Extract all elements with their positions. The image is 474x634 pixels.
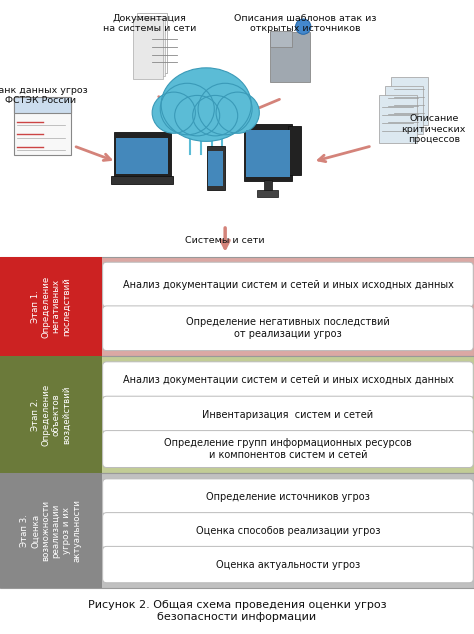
Ellipse shape (152, 92, 195, 133)
Bar (385, 86, 423, 134)
Bar (0, 0, 474, 257)
Text: Инвентаризация  систем и сетей: Инвентаризация систем и сетей (202, 410, 374, 420)
Bar (116, 138, 168, 174)
Text: Описания шаблонов атак из
открытых источников: Описания шаблонов атак из открытых источ… (235, 14, 377, 34)
Text: Оценка актуальности угроз: Оценка актуальности угроз (216, 560, 360, 569)
Bar (208, 151, 223, 186)
Text: Этап 3.
Оценка
возможности
реализации
угроз и их
актуальности: Этап 3. Оценка возможности реализации уг… (20, 500, 82, 562)
Bar (379, 95, 417, 143)
Ellipse shape (296, 19, 311, 34)
Bar (244, 124, 292, 181)
Ellipse shape (198, 83, 252, 135)
Bar (207, 146, 225, 190)
Text: Этап 1.
Определение
негативных
последствий: Этап 1. Определение негативных последств… (31, 275, 71, 337)
FancyBboxPatch shape (103, 547, 473, 583)
Text: Оценка способов реализации угроз: Оценка способов реализации угроз (196, 526, 380, 536)
Bar (391, 77, 428, 125)
Text: Анализ документации систем и сетей и иных исходных данных: Анализ документации систем и сетей и ины… (122, 375, 454, 385)
Text: Документация
на системы и сети: Документация на системы и сети (103, 14, 196, 34)
Text: Описание
критических
процессов: Описание критических процессов (401, 114, 466, 144)
Bar (270, 32, 310, 82)
Ellipse shape (160, 83, 214, 135)
Text: Анализ документации систем и сетей и иных исходных данных: Анализ документации систем и сетей и ины… (122, 280, 454, 290)
Text: Определение негативных последствий
от реализации угроз: Определение негативных последствий от ре… (186, 318, 390, 339)
Bar (257, 190, 278, 197)
Bar (0, 257, 474, 356)
Text: Определение источников угроз: Определение источников угроз (206, 492, 370, 502)
Bar (270, 30, 292, 47)
FancyBboxPatch shape (103, 262, 473, 307)
FancyBboxPatch shape (103, 306, 473, 351)
Bar (114, 133, 171, 178)
Ellipse shape (192, 96, 237, 136)
Bar (0, 473, 474, 588)
Bar (133, 19, 163, 79)
FancyBboxPatch shape (103, 396, 473, 433)
Text: Банк данных угроз
ФСТЭК России: Банк данных угроз ФСТЭК России (0, 86, 88, 105)
Text: Системы и сети: Системы и сети (185, 236, 265, 245)
Bar (0, 257, 102, 356)
Bar (0, 356, 474, 473)
Bar (246, 131, 290, 178)
FancyBboxPatch shape (103, 362, 473, 399)
Bar (0, 473, 102, 588)
Text: Этап 2.
Определение
объектов
воздействий: Этап 2. Определение объектов воздействий (31, 384, 71, 446)
Ellipse shape (216, 92, 259, 133)
Bar (264, 179, 272, 191)
Ellipse shape (174, 96, 219, 136)
FancyBboxPatch shape (103, 513, 473, 549)
Bar (0, 356, 102, 473)
FancyBboxPatch shape (103, 479, 473, 515)
Text: Рисунок 2. Общая схема проведения оценки угроз
безопасности информации: Рисунок 2. Общая схема проведения оценки… (88, 600, 386, 622)
Bar (14, 97, 71, 113)
Bar (137, 13, 167, 73)
Bar (14, 98, 71, 155)
FancyBboxPatch shape (103, 430, 473, 467)
Ellipse shape (161, 68, 251, 141)
Bar (288, 127, 301, 175)
Text: Определение групп информационных ресурсов
и компонентов систем и сетей: Определение групп информационных ресурсо… (164, 438, 412, 460)
Bar (135, 16, 165, 76)
Bar (111, 176, 173, 184)
